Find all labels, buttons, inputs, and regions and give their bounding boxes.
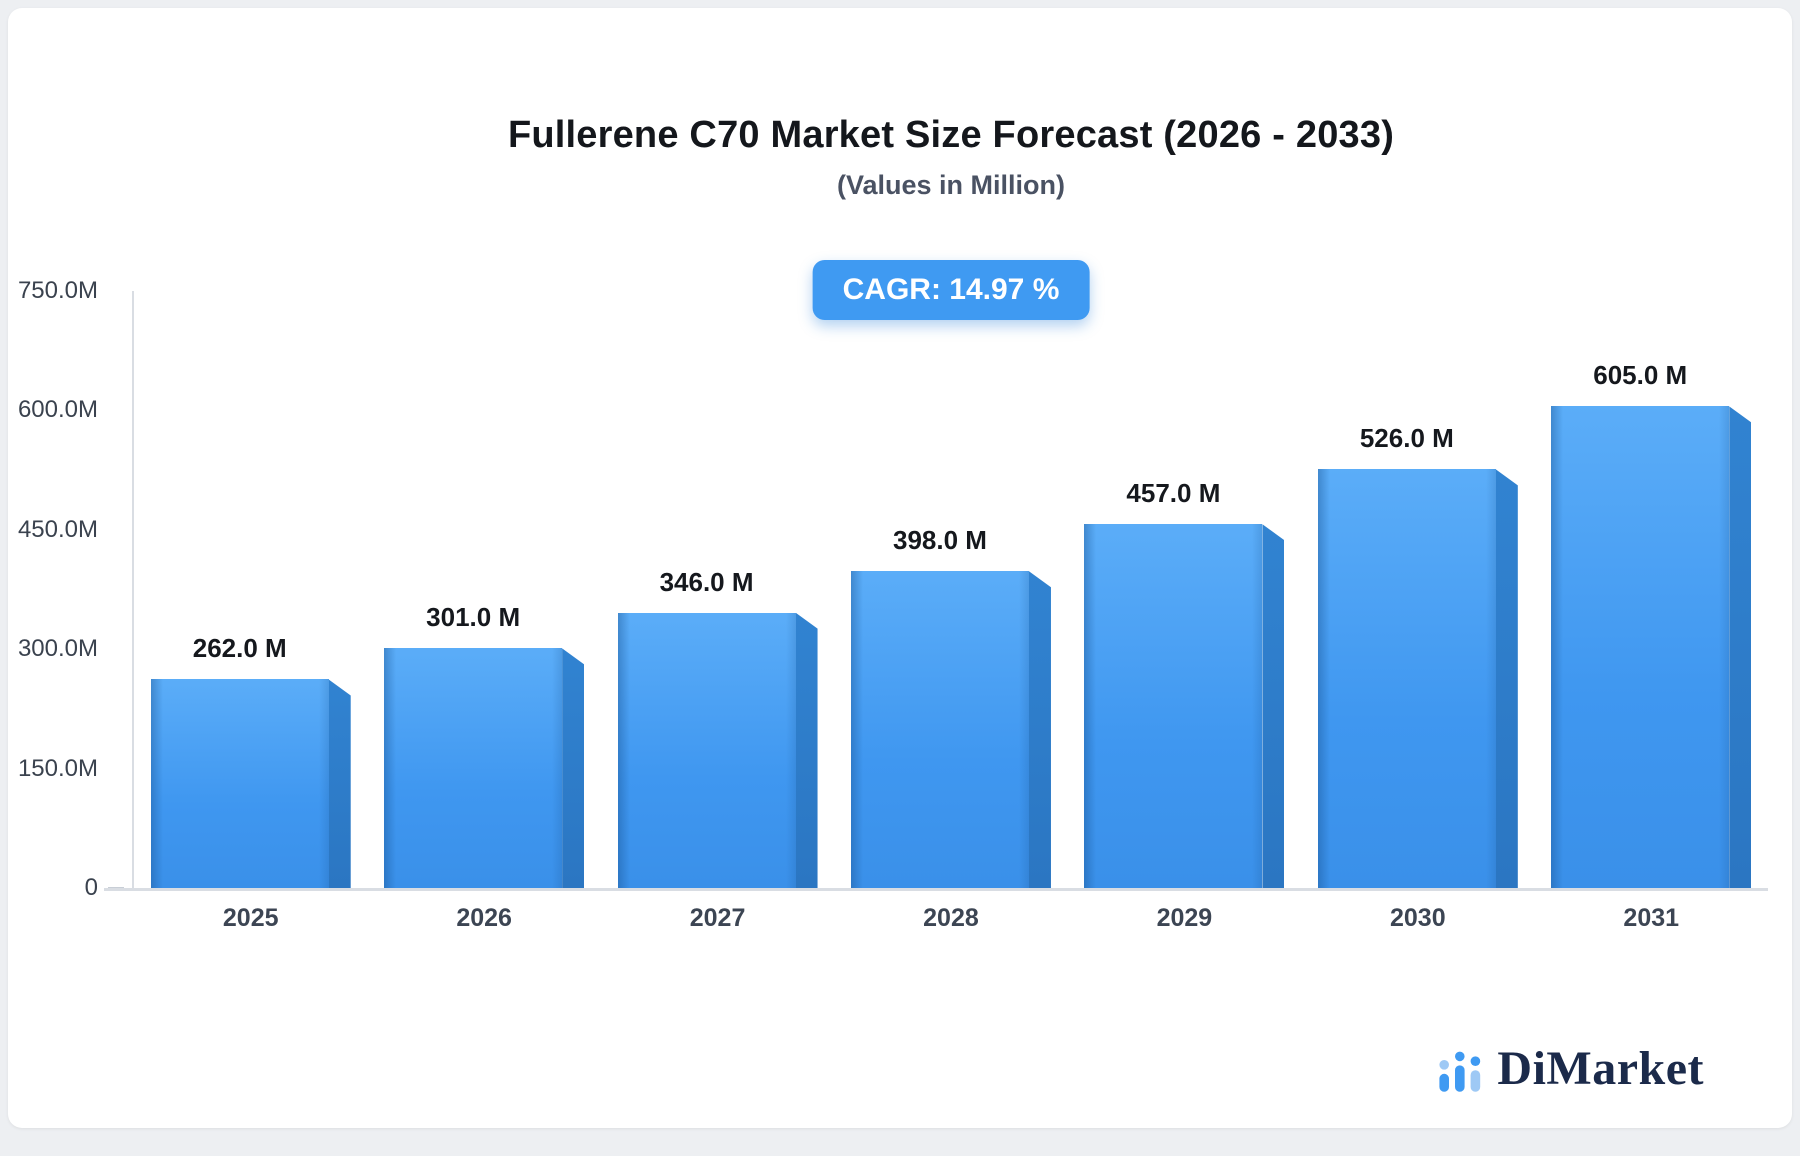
- y-axis-label: 450.0M: [17, 515, 98, 543]
- dimarket-logo: DiMarket: [1437, 1041, 1704, 1096]
- bar-face: [1084, 524, 1263, 888]
- y-axis-label: 0: [84, 874, 98, 901]
- bars-row: 262.0 M 301.0 M 346.0 M 398.0 M 457.0 M 526.0…: [134, 291, 1768, 889]
- bar: [150, 679, 351, 888]
- x-axis-label: 2029: [1156, 904, 1213, 932]
- bar-side-3d: [795, 612, 818, 888]
- x-axis-label: 2031: [1623, 904, 1680, 932]
- bar-value-label: 301.0 M: [426, 602, 521, 633]
- bar-group: 398.0 M: [834, 291, 1067, 888]
- x-axis-label: 2027: [689, 904, 746, 932]
- y-axis-label: 600.0M: [17, 396, 98, 424]
- bar-value-label: 526.0 M: [1359, 423, 1454, 454]
- bar-chart-icon: [1439, 1051, 1481, 1092]
- bar: [1317, 469, 1518, 888]
- bar-face: [384, 648, 563, 888]
- y-axis-line: [132, 291, 134, 888]
- bar-value-label: 605.0 M: [1593, 360, 1688, 391]
- bar-group: 301.0 M: [367, 291, 600, 888]
- bar-group: 457.0 M: [1068, 291, 1301, 888]
- bar-side-3d: [1262, 524, 1285, 888]
- bar-group: 526.0 M: [1301, 291, 1534, 888]
- bar-value-label: 262.0 M: [192, 633, 287, 664]
- chart-card: Fullerene C70 Market Size Forecast (2026…: [8, 8, 1792, 1128]
- bar-value-label: 346.0 M: [659, 566, 754, 597]
- chart-title: Fullerene C70 Market Size Forecast (2026…: [507, 114, 1395, 156]
- bar: [1084, 524, 1285, 888]
- bar-side-3d: [562, 648, 585, 888]
- bar-face: [1551, 406, 1730, 888]
- bar-side-3d: [1028, 571, 1051, 888]
- bar-face: [617, 612, 796, 889]
- bar: [850, 571, 1051, 888]
- plot-area: 262.0 M 301.0 M 346.0 M 398.0 M 457.0 M 526.0…: [104, 291, 1768, 891]
- bar-side-3d: [1495, 469, 1518, 888]
- bar-group: 262.0 M: [134, 291, 367, 888]
- x-axis-labels: 2025 2026 2027 2028 2029 2030 2031: [134, 904, 1768, 933]
- y-axis: 750.0M 600.0M 450.0M 300.0M 150.0M 0: [8, 277, 134, 901]
- bar: [384, 648, 585, 888]
- bar-side-3d: [328, 679, 351, 888]
- y-axis-label: 300.0M: [17, 635, 98, 663]
- bar-value-label: 398.0 M: [893, 525, 987, 556]
- x-axis-line: [104, 888, 1768, 891]
- x-axis-label: 2028: [923, 904, 979, 932]
- bar-group: 346.0 M: [601, 291, 834, 889]
- y-axis-label: 750.0M: [17, 277, 98, 304]
- bar-face: [1317, 469, 1496, 888]
- logo-text: DiMarket: [1497, 1042, 1704, 1095]
- bar-group: 605.0 M: [1535, 291, 1768, 888]
- y-axis-label: 150.0M: [17, 754, 98, 782]
- bar: [1551, 406, 1752, 888]
- x-axis-label: 2026: [456, 904, 512, 932]
- bar-value-label: 457.0 M: [1126, 478, 1221, 509]
- chart-subtitle: (Values in Million): [836, 170, 1066, 200]
- bar-face: [850, 571, 1029, 888]
- bar-side-3d: [1729, 406, 1752, 888]
- x-axis-label: 2025: [222, 904, 279, 932]
- bar: [617, 612, 818, 889]
- x-axis-label: 2030: [1390, 904, 1446, 932]
- bar-face: [150, 679, 329, 888]
- cagr-badge: CAGR: 14.97 %: [812, 260, 1090, 320]
